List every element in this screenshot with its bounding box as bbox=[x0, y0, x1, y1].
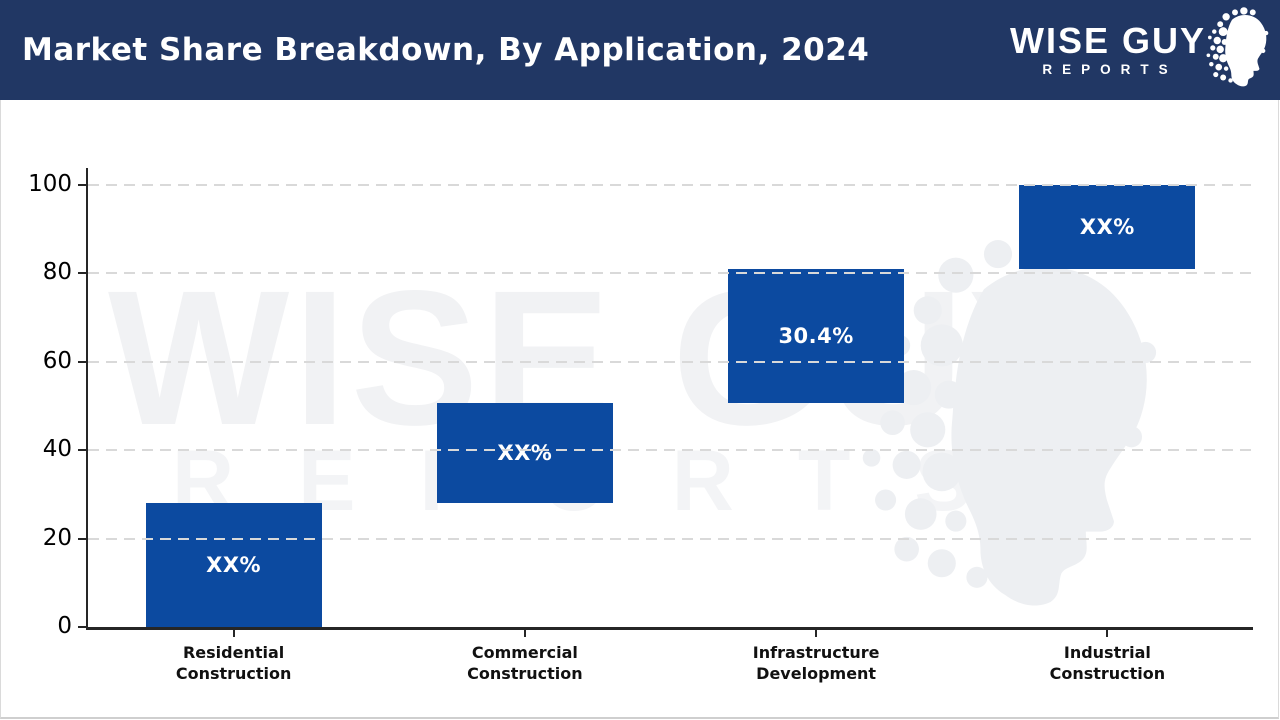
y-tick-label-100: 100 bbox=[28, 171, 72, 197]
header: Market Share Breakdown, By Application, … bbox=[0, 0, 1280, 100]
bar-residential-construction: XX% bbox=[145, 503, 322, 627]
bar-infrastructure-development: 30.4% bbox=[728, 268, 905, 404]
chart-region: WISE GUY REPORTS XX%XX%30.4%XX% Resident… bbox=[0, 100, 1280, 720]
x-tick-infrastructure-development bbox=[815, 630, 818, 637]
y-tick-20 bbox=[78, 537, 86, 540]
y-axis-line bbox=[86, 168, 88, 629]
brand-logo-text: WISE GUY REPORTS bbox=[1010, 21, 1206, 77]
brand-name: WISE GUY bbox=[1009, 20, 1206, 62]
y-tick-0 bbox=[78, 626, 86, 628]
category-label-infrastructure-development: Infrastructure Development bbox=[752, 643, 880, 684]
brand-logo: WISE GUY REPORTS bbox=[1010, 6, 1272, 92]
x-axis-line bbox=[86, 627, 1253, 630]
x-tick-residential-construction bbox=[232, 630, 235, 637]
gridline-80 bbox=[88, 272, 1253, 275]
gridline-60 bbox=[88, 360, 1253, 363]
bar-value-label: 30.4% bbox=[778, 324, 854, 349]
bar-value-label: XX% bbox=[1079, 214, 1135, 239]
bar-commercial-construction: XX% bbox=[436, 403, 613, 504]
x-tick-commercial-construction bbox=[523, 630, 526, 637]
category-label-industrial-construction: Industrial Construction bbox=[1049, 643, 1166, 684]
bar-value-label: XX% bbox=[206, 553, 262, 578]
y-tick-label-80: 80 bbox=[42, 259, 72, 286]
y-tick-60 bbox=[78, 360, 86, 363]
bar-value-label: XX% bbox=[497, 441, 553, 466]
y-tick-40 bbox=[78, 449, 86, 452]
bar-industrial-construction: XX% bbox=[1019, 185, 1196, 269]
category-label-commercial-construction: Commercial Construction bbox=[467, 643, 583, 684]
plot-area: XX% XX% 30.4% XX% bbox=[88, 184, 1253, 627]
y-tick-label-0: 0 bbox=[57, 613, 72, 639]
page-title: Market Share Breakdown, By Application, … bbox=[22, 32, 870, 68]
y-tick-80 bbox=[78, 272, 86, 275]
gridline-100 bbox=[88, 184, 1253, 186]
y-tick-label-20: 20 bbox=[42, 524, 72, 551]
wiseguy-head-icon bbox=[1206, 7, 1269, 87]
y-tick-label-60: 60 bbox=[42, 347, 72, 374]
gridline-20 bbox=[88, 537, 1253, 540]
brand-subtitle: REPORTS bbox=[1042, 61, 1178, 77]
x-tick-industrial-construction bbox=[1106, 630, 1109, 637]
gridline-40 bbox=[88, 449, 1253, 452]
category-label-residential-construction: Residential Construction bbox=[175, 643, 292, 684]
y-tick-100 bbox=[78, 184, 86, 186]
y-tick-label-40: 40 bbox=[42, 436, 72, 463]
